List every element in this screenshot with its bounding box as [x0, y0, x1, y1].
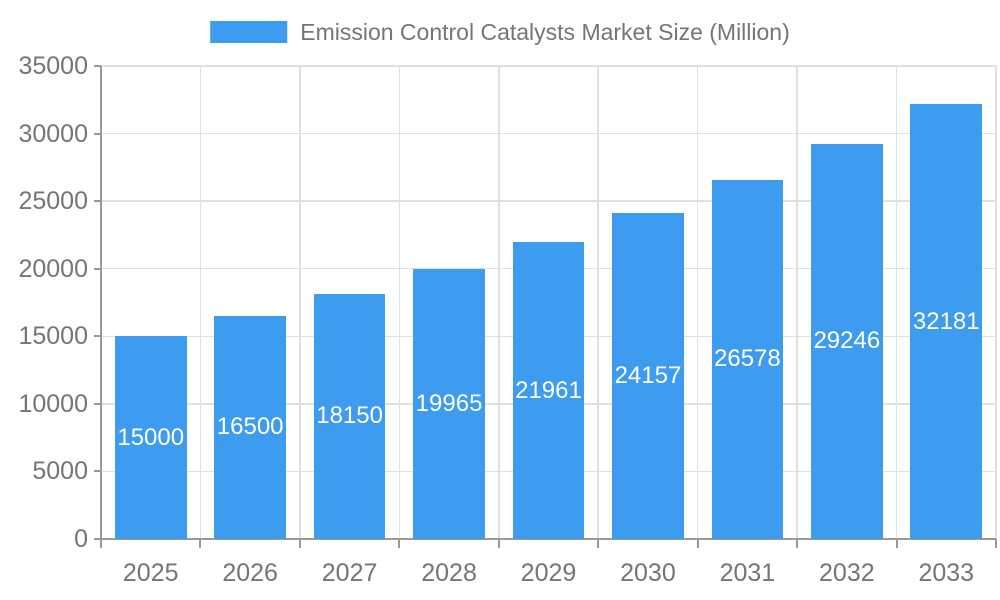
y-axis-tick [94, 470, 101, 473]
y-axis-tick-label: 15000 [18, 322, 88, 351]
x-gridline [199, 66, 202, 539]
x-axis-tick-label: 2032 [819, 559, 875, 587]
x-axis-tick-label: 2025 [122, 559, 179, 587]
x-gridline [696, 66, 699, 539]
x-gridline [398, 66, 401, 539]
y-axis-tick [94, 65, 101, 67]
x-axis-tick [199, 539, 202, 548]
bar-value-label: 21961 [515, 376, 582, 404]
x-axis-tick [895, 539, 898, 548]
bar-value-label: 26578 [714, 345, 781, 373]
x-axis-tick-label: 2026 [222, 559, 278, 587]
x-axis-tick [398, 539, 401, 548]
bar-2032[interactable]: 29246 [811, 143, 883, 539]
x-gridline [895, 66, 898, 539]
y-axis-tick-label: 0 [74, 525, 88, 553]
bar-value-label: 24157 [614, 361, 682, 389]
y-gridline [101, 132, 996, 135]
y-axis-tick [94, 335, 101, 338]
y-axis-tick [94, 402, 101, 405]
y-gridline [101, 200, 996, 202]
bar-2029[interactable]: 21961 [512, 242, 585, 539]
bar-2030[interactable]: 24157 [612, 212, 684, 539]
legend[interactable]: Emission Control Catalysts Market Size (… [210, 18, 790, 46]
x-axis-tick [298, 539, 301, 548]
y-gridline [101, 65, 996, 67]
bar-2026[interactable]: 16500 [214, 316, 286, 539]
y-axis-tick [94, 132, 101, 135]
bar-value-label: 16500 [216, 413, 284, 441]
x-axis-tick-label: 2031 [719, 559, 776, 587]
y-axis-tick [94, 267, 101, 270]
bar-value-label: 15000 [117, 423, 185, 451]
x-axis-tick-label: 2030 [620, 559, 676, 587]
x-axis-tick-label: 2027 [321, 559, 378, 587]
y-axis-tick-label: 5000 [32, 457, 88, 486]
x-axis-tick [796, 539, 799, 548]
x-axis-tick [995, 539, 997, 548]
bar-value-label: 19965 [415, 390, 483, 418]
x-axis-tick-label: 2028 [421, 559, 477, 587]
x-axis-tick [597, 539, 600, 548]
bar-2025[interactable]: 15000 [114, 336, 187, 539]
y-axis-tick-label: 25000 [18, 187, 88, 216]
x-gridline [995, 66, 997, 539]
legend-label: Emission Control Catalysts Market Size (… [300, 19, 790, 45]
x-gridline [597, 66, 599, 539]
y-axis-line [100, 66, 102, 548]
y-axis-tick-label: 30000 [18, 119, 88, 148]
x-gridline [498, 66, 500, 539]
x-axis-tick-label: 2029 [520, 559, 577, 587]
bar-2028[interactable]: 19965 [413, 269, 485, 539]
y-axis-tick-label: 10000 [18, 389, 88, 418]
x-axis-tick [497, 539, 500, 548]
legend-swatch-icon [210, 21, 288, 43]
bar-2027[interactable]: 18150 [313, 293, 386, 539]
x-gridline [299, 66, 301, 539]
y-axis-tick [94, 200, 101, 203]
bar-value-label: 32181 [912, 307, 980, 335]
x-axis-tick-label: 2033 [918, 559, 975, 587]
bar-value-label: 18150 [316, 402, 383, 430]
bar-2033[interactable]: 32181 [910, 104, 983, 539]
x-axis-line [100, 538, 996, 540]
y-axis-tick-label: 35000 [18, 52, 88, 80]
bar-value-label: 29246 [813, 327, 881, 355]
x-axis-tick [696, 539, 699, 548]
bar-2031[interactable]: 26578 [711, 179, 784, 539]
y-axis-tick-label: 20000 [18, 254, 88, 283]
y-axis-tick [94, 538, 101, 540]
x-gridline [796, 66, 798, 539]
